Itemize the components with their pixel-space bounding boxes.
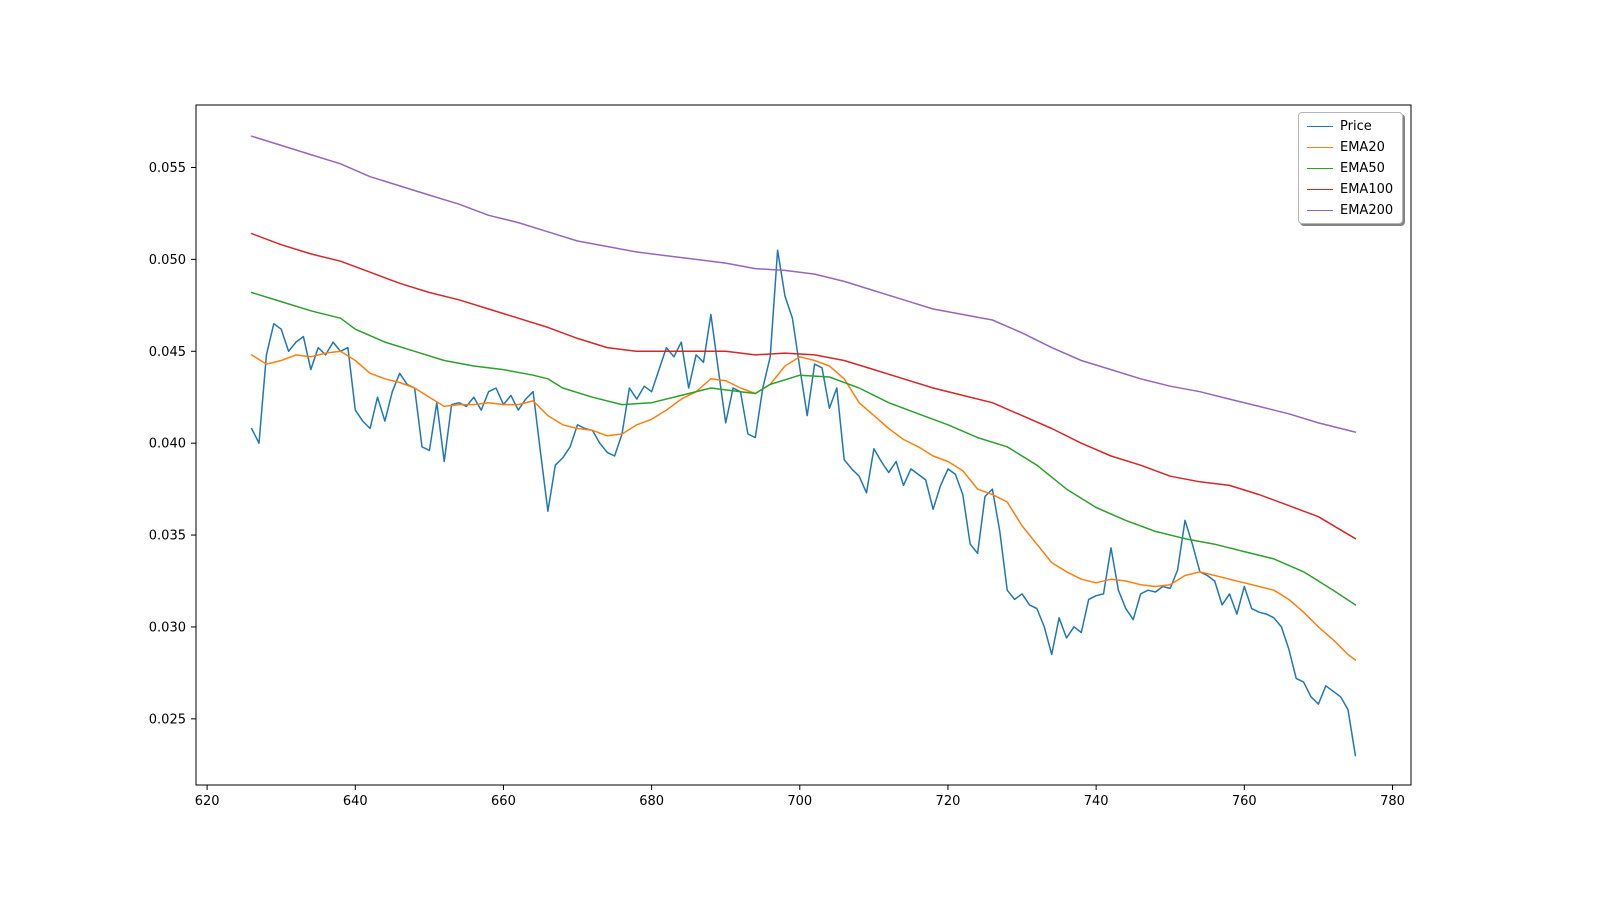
series-line-ema50 (250, 291, 1357, 606)
legend-label: EMA50 (1340, 160, 1385, 176)
series-line-ema20 (250, 350, 1357, 661)
legend-item-ema100: EMA100 (1307, 181, 1393, 197)
y-tick-label: 0.025 (149, 712, 186, 727)
x-tick-label: 660 (491, 794, 516, 809)
legend-label: EMA20 (1340, 139, 1385, 155)
legend-line-sample (1307, 146, 1333, 148)
legend-label: EMA200 (1340, 202, 1394, 218)
y-tick-label: 0.030 (149, 620, 186, 635)
legend-line-sample (1307, 209, 1333, 211)
y-tick-label: 0.035 (149, 529, 186, 544)
x-tick-label: 740 (1084, 794, 1109, 809)
x-tick-label: 720 (936, 794, 961, 809)
y-tick-label: 0.040 (149, 437, 186, 452)
series-line-price (250, 249, 1357, 757)
legend-label: Price (1340, 118, 1372, 134)
x-tick-label: 640 (343, 794, 368, 809)
legend: Price EMA20 EMA50 EMA100 EMA200 (1298, 112, 1404, 224)
legend-line-sample (1307, 188, 1333, 190)
y-tick-label: 0.045 (149, 345, 186, 360)
axes-spines (195, 104, 1412, 786)
series-line-ema200 (250, 135, 1357, 433)
x-tick-label: 680 (639, 794, 664, 809)
x-tick-label: 620 (195, 794, 220, 809)
x-tick-label: 780 (1380, 794, 1405, 809)
legend-label: EMA100 (1340, 181, 1394, 197)
legend-line-sample (1307, 125, 1333, 127)
legend-item-ema50: EMA50 (1307, 160, 1393, 176)
y-tick-label: 0.055 (149, 161, 186, 176)
series-line-ema100 (250, 232, 1357, 540)
x-tick-label: 760 (1232, 794, 1257, 809)
y-tick-label: 0.050 (149, 253, 186, 268)
legend-item-ema200: EMA200 (1307, 202, 1393, 218)
legend-item-ema20: EMA20 (1307, 139, 1393, 155)
legend-item-price: Price (1307, 118, 1393, 134)
x-tick-label: 700 (787, 794, 812, 809)
legend-line-sample (1307, 167, 1333, 169)
